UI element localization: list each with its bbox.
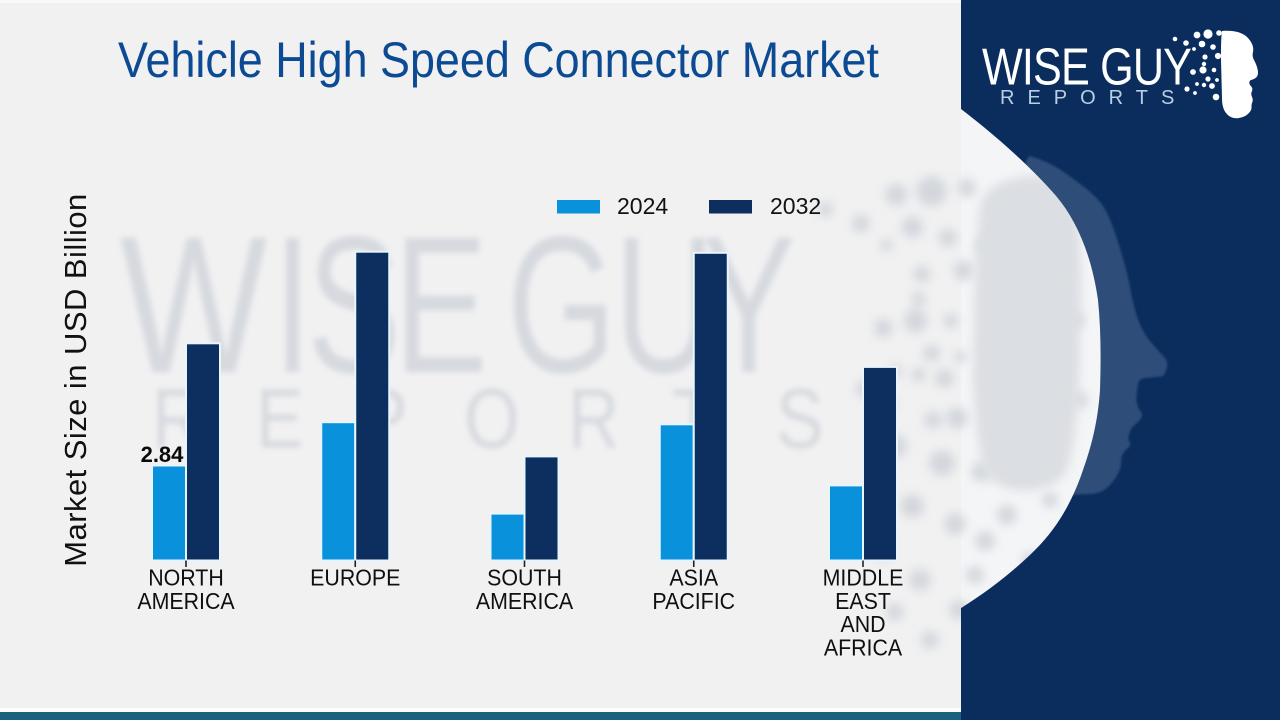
svg-text:AMERICA: AMERICA xyxy=(137,588,235,614)
svg-text:EUROPE: EUROPE xyxy=(310,565,400,591)
svg-text:AND: AND xyxy=(840,611,885,637)
svg-text:S: S xyxy=(776,371,824,466)
svg-text:AMERICA: AMERICA xyxy=(476,588,574,614)
svg-text:E: E xyxy=(256,371,304,466)
svg-text:SOUTH: SOUTH xyxy=(487,565,562,591)
svg-text:2.84: 2.84 xyxy=(141,442,185,467)
svg-text:Vehicle High Speed Connector M: Vehicle High Speed Connector Market xyxy=(118,33,879,89)
svg-text:AFRICA: AFRICA xyxy=(824,635,903,661)
svg-text:MIDDLE: MIDDLE xyxy=(823,565,904,591)
svg-text:REPORTS: REPORTS xyxy=(1000,87,1187,109)
svg-text:PACIFIC: PACIFIC xyxy=(652,588,735,614)
svg-text:EAST: EAST xyxy=(835,588,891,614)
svg-text:I: I xyxy=(273,196,312,414)
svg-text:WISE GUY: WISE GUY xyxy=(982,39,1191,97)
svg-text:R: R xyxy=(568,371,620,466)
svg-text:2032: 2032 xyxy=(770,193,821,219)
svg-text:NORTH: NORTH xyxy=(148,565,224,591)
svg-text:Market Size in USD Billion: Market Size in USD Billion xyxy=(58,193,93,566)
svg-text:G: G xyxy=(507,196,616,414)
svg-text:E: E xyxy=(394,196,488,414)
svg-text:O: O xyxy=(464,371,520,466)
svg-text:2024: 2024 xyxy=(617,193,668,219)
svg-text:ASIA: ASIA xyxy=(669,565,718,591)
